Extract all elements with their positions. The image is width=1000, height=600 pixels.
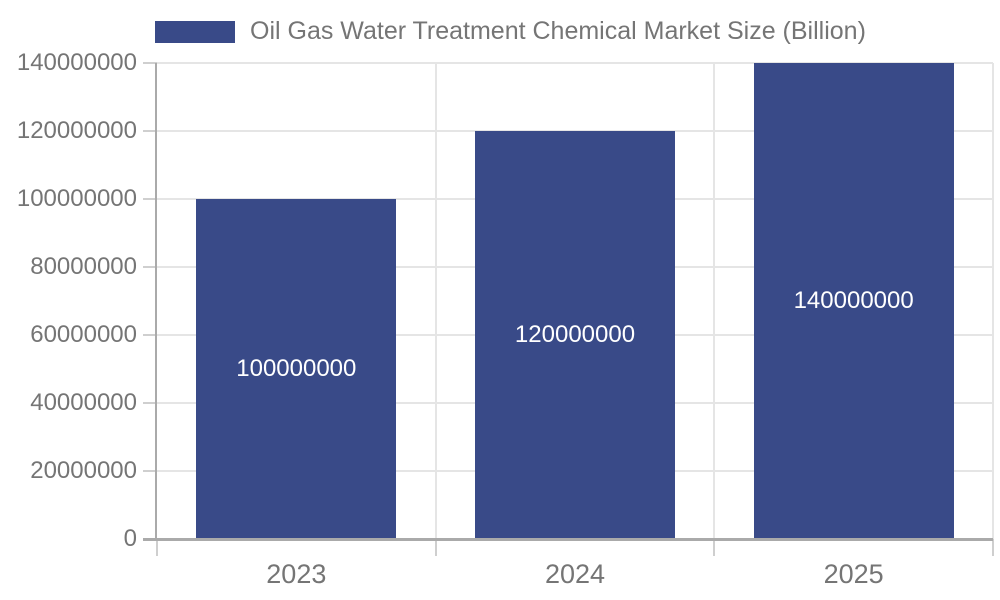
x-tick-label-2023: 2023 xyxy=(266,559,327,589)
bar-2025 xyxy=(753,63,954,539)
x-tick-label-2025: 2025 xyxy=(823,559,884,589)
bar-value-label-2025: 140000000 xyxy=(793,287,914,314)
bar-value-label-2024: 120000000 xyxy=(514,321,636,348)
bar-2024 xyxy=(475,131,675,539)
legend-label: Oil Gas Water Treatment Chemical Market … xyxy=(250,17,866,45)
y-tick xyxy=(143,62,157,64)
y-tick-label: 80000000 xyxy=(30,253,137,280)
bar-2023 xyxy=(196,199,397,539)
y-gridline xyxy=(157,62,993,64)
x-tick-label-2024: 2024 xyxy=(544,559,606,589)
x-tick xyxy=(156,539,158,556)
x-gridline xyxy=(992,63,994,539)
bar-value-label-2023: 100000000 xyxy=(236,355,357,382)
y-axis-spine xyxy=(155,63,157,541)
x-gridline xyxy=(713,63,716,539)
x-axis-spine xyxy=(143,538,993,541)
x-gridline xyxy=(434,63,437,539)
y-tick-label: 0 xyxy=(123,525,137,552)
y-tick-label: 140000000 xyxy=(16,49,137,76)
x-tick xyxy=(434,539,437,556)
y-tick-label: 60000000 xyxy=(30,321,137,348)
y-tick-label: 40000000 xyxy=(30,389,137,416)
x-tick xyxy=(713,539,716,556)
y-tick-label: 20000000 xyxy=(30,457,137,484)
y-tick xyxy=(143,402,157,404)
y-tick-label: 100000000 xyxy=(16,185,137,212)
legend-swatch xyxy=(155,20,235,43)
y-tick-label: 120000000 xyxy=(16,117,137,144)
y-tick xyxy=(143,198,157,200)
chart-legend: Oil Gas Water Treatment Chemical Market … xyxy=(155,17,866,46)
x-tick xyxy=(992,539,994,556)
y-tick xyxy=(143,130,157,132)
y-tick xyxy=(143,470,157,472)
y-tick xyxy=(143,334,157,336)
y-tick xyxy=(143,266,157,268)
